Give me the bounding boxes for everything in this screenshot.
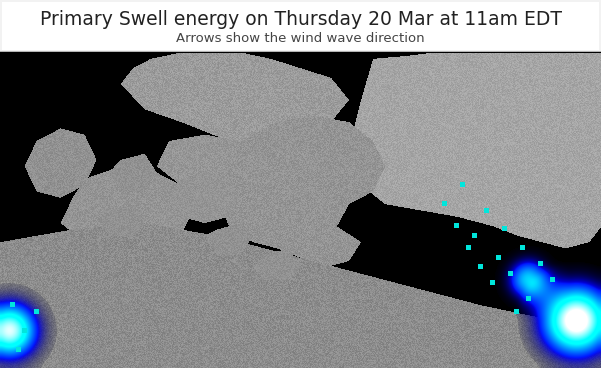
Text: Arrows show the wind wave direction: Arrows show the wind wave direction (176, 32, 425, 46)
Text: Primary Swell energy on Thursday 20 Mar at 11am EDT: Primary Swell energy on Thursday 20 Mar … (40, 10, 561, 29)
